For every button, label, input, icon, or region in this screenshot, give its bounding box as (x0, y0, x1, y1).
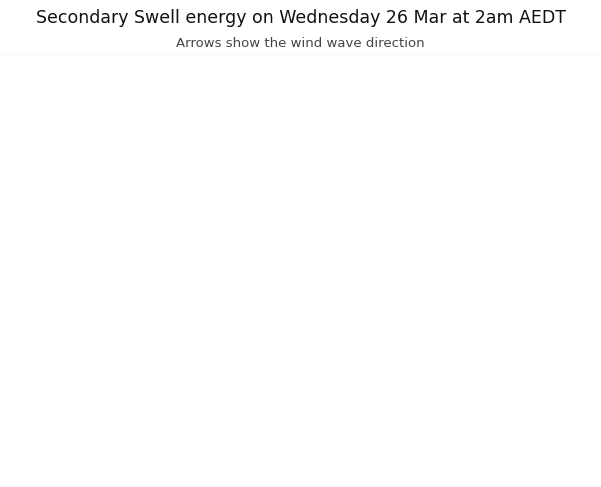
Text: Secondary Swell energy on Wednesday 26 Mar at 2am AEDT: Secondary Swell energy on Wednesday 26 M… (35, 9, 566, 27)
Text: cartopy required: cartopy required (219, 262, 382, 281)
Text: Arrows show the wind wave direction: Arrows show the wind wave direction (176, 37, 425, 50)
